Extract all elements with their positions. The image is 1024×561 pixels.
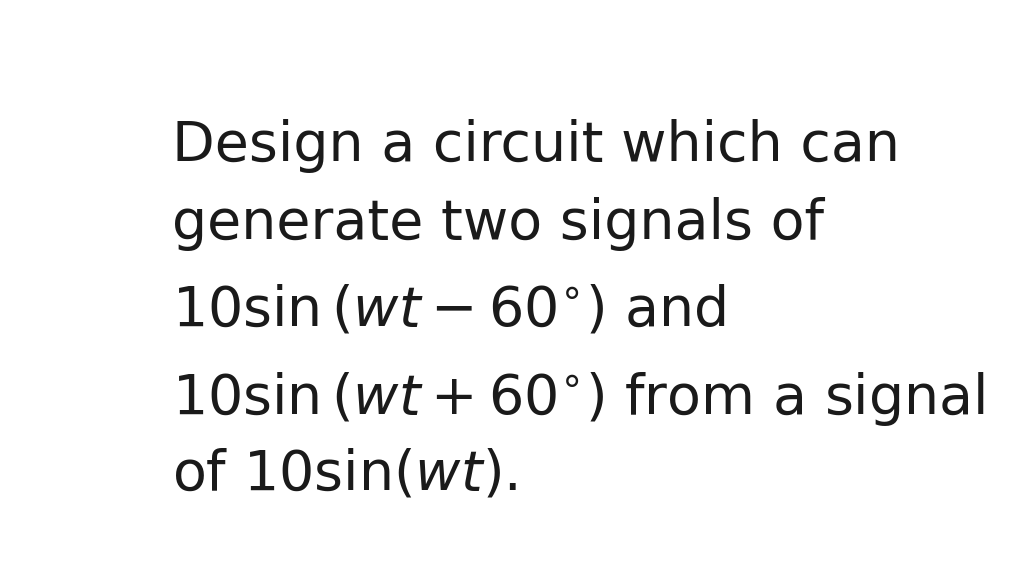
Text: $10\sin\left(wt+60^{\circ}\right)$ from a signal: $10\sin\left(wt+60^{\circ}\right)$ from …	[172, 370, 985, 427]
Text: generate two signals of: generate two signals of	[172, 197, 823, 251]
Text: of $10\sin(wt).$: of $10\sin(wt).$	[172, 448, 517, 502]
Text: $10\sin\left(wt-60^{\circ}\right)$ and: $10\sin\left(wt-60^{\circ}\right)$ and	[172, 283, 725, 337]
Text: Design a circuit which can: Design a circuit which can	[172, 119, 900, 173]
